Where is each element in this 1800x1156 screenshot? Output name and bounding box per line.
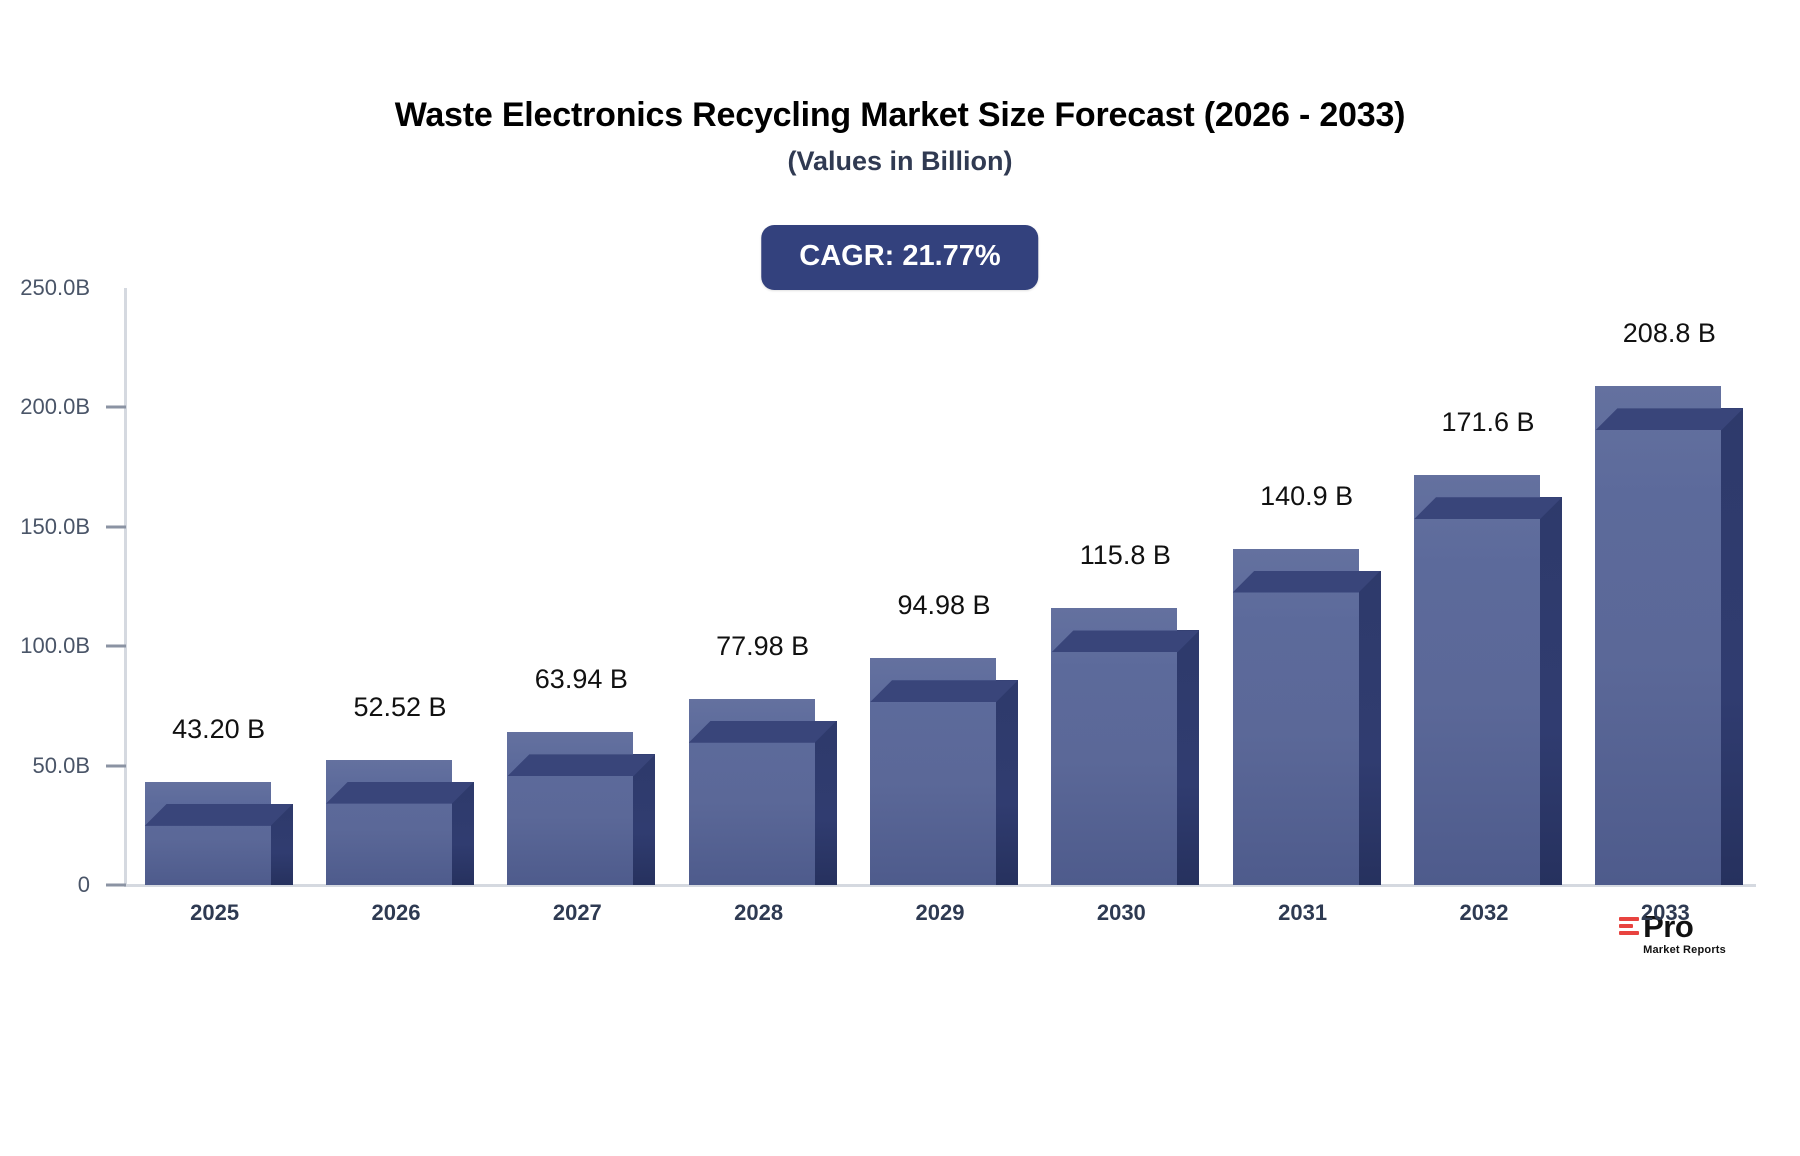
bar-side-panel bbox=[1358, 570, 1381, 885]
bar-value-label: 52.52 B bbox=[353, 691, 447, 722]
bar-2031[interactable] bbox=[1232, 548, 1381, 885]
bar-2027[interactable] bbox=[507, 732, 656, 885]
bar-top-shape bbox=[1414, 497, 1562, 520]
bar-side-panel bbox=[1721, 408, 1744, 885]
x-axis-tick-label: 2031 bbox=[1278, 900, 1328, 925]
bar-value-label: 115.8 B bbox=[1079, 540, 1171, 571]
bar-face bbox=[326, 759, 452, 885]
y-axis-tick-mark bbox=[106, 644, 126, 648]
y-axis-tick-mark bbox=[106, 883, 126, 887]
y-axis-tick: 50.0B bbox=[0, 752, 126, 779]
plot-area bbox=[124, 288, 1744, 885]
bar-top-shape bbox=[1051, 630, 1200, 653]
x-axis-tick-label: 2025 bbox=[190, 900, 240, 925]
y-axis-tick-mark bbox=[106, 525, 126, 529]
y-axis-tick-label: 100.0B bbox=[20, 633, 90, 659]
bar-side-panel bbox=[996, 680, 1018, 885]
y-axis-tick-mark bbox=[106, 764, 126, 768]
bar-2033[interactable] bbox=[1595, 386, 1744, 885]
cagr-badge: CAGR: 21.77% bbox=[761, 225, 1039, 290]
bar-value-label: 43.20 B bbox=[172, 713, 266, 744]
y-axis-tick-label: 150.0B bbox=[20, 513, 90, 539]
bar-side-panel bbox=[1540, 497, 1562, 885]
y-axis-tick-label: 50.0B bbox=[32, 752, 91, 778]
logo-tagline: Market Reports bbox=[1643, 944, 1726, 956]
bar-2025[interactable] bbox=[144, 781, 293, 885]
bar-side-panel bbox=[814, 720, 837, 885]
logo-bars-icon bbox=[1619, 911, 1640, 935]
x-axis-tick-label: 2026 bbox=[371, 900, 421, 925]
y-axis-tick: 150.0B bbox=[0, 513, 126, 540]
y-axis-tick: 200.0B bbox=[0, 394, 126, 420]
bar-top-shape bbox=[688, 720, 837, 743]
bar-face bbox=[1595, 386, 1722, 885]
bar-value-label: 208.8 B bbox=[1622, 318, 1716, 349]
logo-name: Pro bbox=[1643, 909, 1694, 944]
bar-top-shape bbox=[870, 680, 1018, 703]
y-axis-tick-label: 0 bbox=[77, 872, 90, 897]
y-axis-tick-mark bbox=[106, 405, 126, 409]
bar-top-shape bbox=[1232, 570, 1381, 593]
bar-face bbox=[1414, 475, 1540, 885]
bar-value-label: 171.6 B bbox=[1441, 407, 1535, 438]
bar-top-shape bbox=[326, 781, 474, 804]
logo: Pro Market Reports bbox=[1619, 911, 1726, 956]
bar-face bbox=[1051, 608, 1178, 885]
bar-2030[interactable] bbox=[1051, 608, 1200, 885]
bar-side-panel bbox=[452, 781, 474, 885]
x-axis-tick-label: 2030 bbox=[1096, 900, 1146, 925]
bar-top-shape bbox=[144, 803, 293, 826]
x-axis-tick-label: 2033 bbox=[1640, 900, 1690, 925]
y-axis-tick: 100.0B bbox=[0, 633, 126, 659]
y-axis-tick: 0 bbox=[0, 872, 126, 898]
bar-face bbox=[144, 781, 271, 885]
bar-side-panel bbox=[270, 803, 293, 885]
x-axis-tick-label: 2029 bbox=[915, 900, 965, 925]
bar-2026[interactable] bbox=[326, 759, 474, 885]
x-axis-tick-label: 2028 bbox=[734, 900, 784, 925]
bar-top-shape bbox=[1595, 408, 1744, 431]
bar-top-shape bbox=[507, 754, 656, 777]
bar-side-panel bbox=[1177, 630, 1200, 885]
x-axis-tick-label: 2027 bbox=[552, 900, 602, 925]
bar-value-label: 94.98 B bbox=[897, 590, 991, 621]
y-axis-tick-label: 250.0B bbox=[20, 275, 90, 300]
x-axis-tick-label: 2032 bbox=[1459, 900, 1509, 925]
bar-2032[interactable] bbox=[1414, 475, 1562, 885]
chart-subtitle: (Values in Billion) bbox=[787, 146, 1013, 176]
bar-value-label: 63.94 B bbox=[534, 664, 628, 695]
y-axis-tick: 250.0B bbox=[0, 275, 90, 301]
bar-side-panel bbox=[633, 754, 656, 885]
x-axis-line bbox=[124, 884, 1756, 887]
bar-2028[interactable] bbox=[688, 698, 837, 885]
bar-value-label: 140.9 B bbox=[1260, 480, 1354, 511]
bar-2029[interactable] bbox=[870, 658, 1018, 885]
y-axis-line bbox=[124, 288, 127, 886]
bar-value-label: 77.98 B bbox=[716, 630, 810, 661]
chart-title: Waste Electronics Recycling Market Size … bbox=[394, 96, 1406, 134]
y-axis-tick-label: 200.0B bbox=[20, 394, 90, 420]
bar-face bbox=[1232, 548, 1359, 885]
